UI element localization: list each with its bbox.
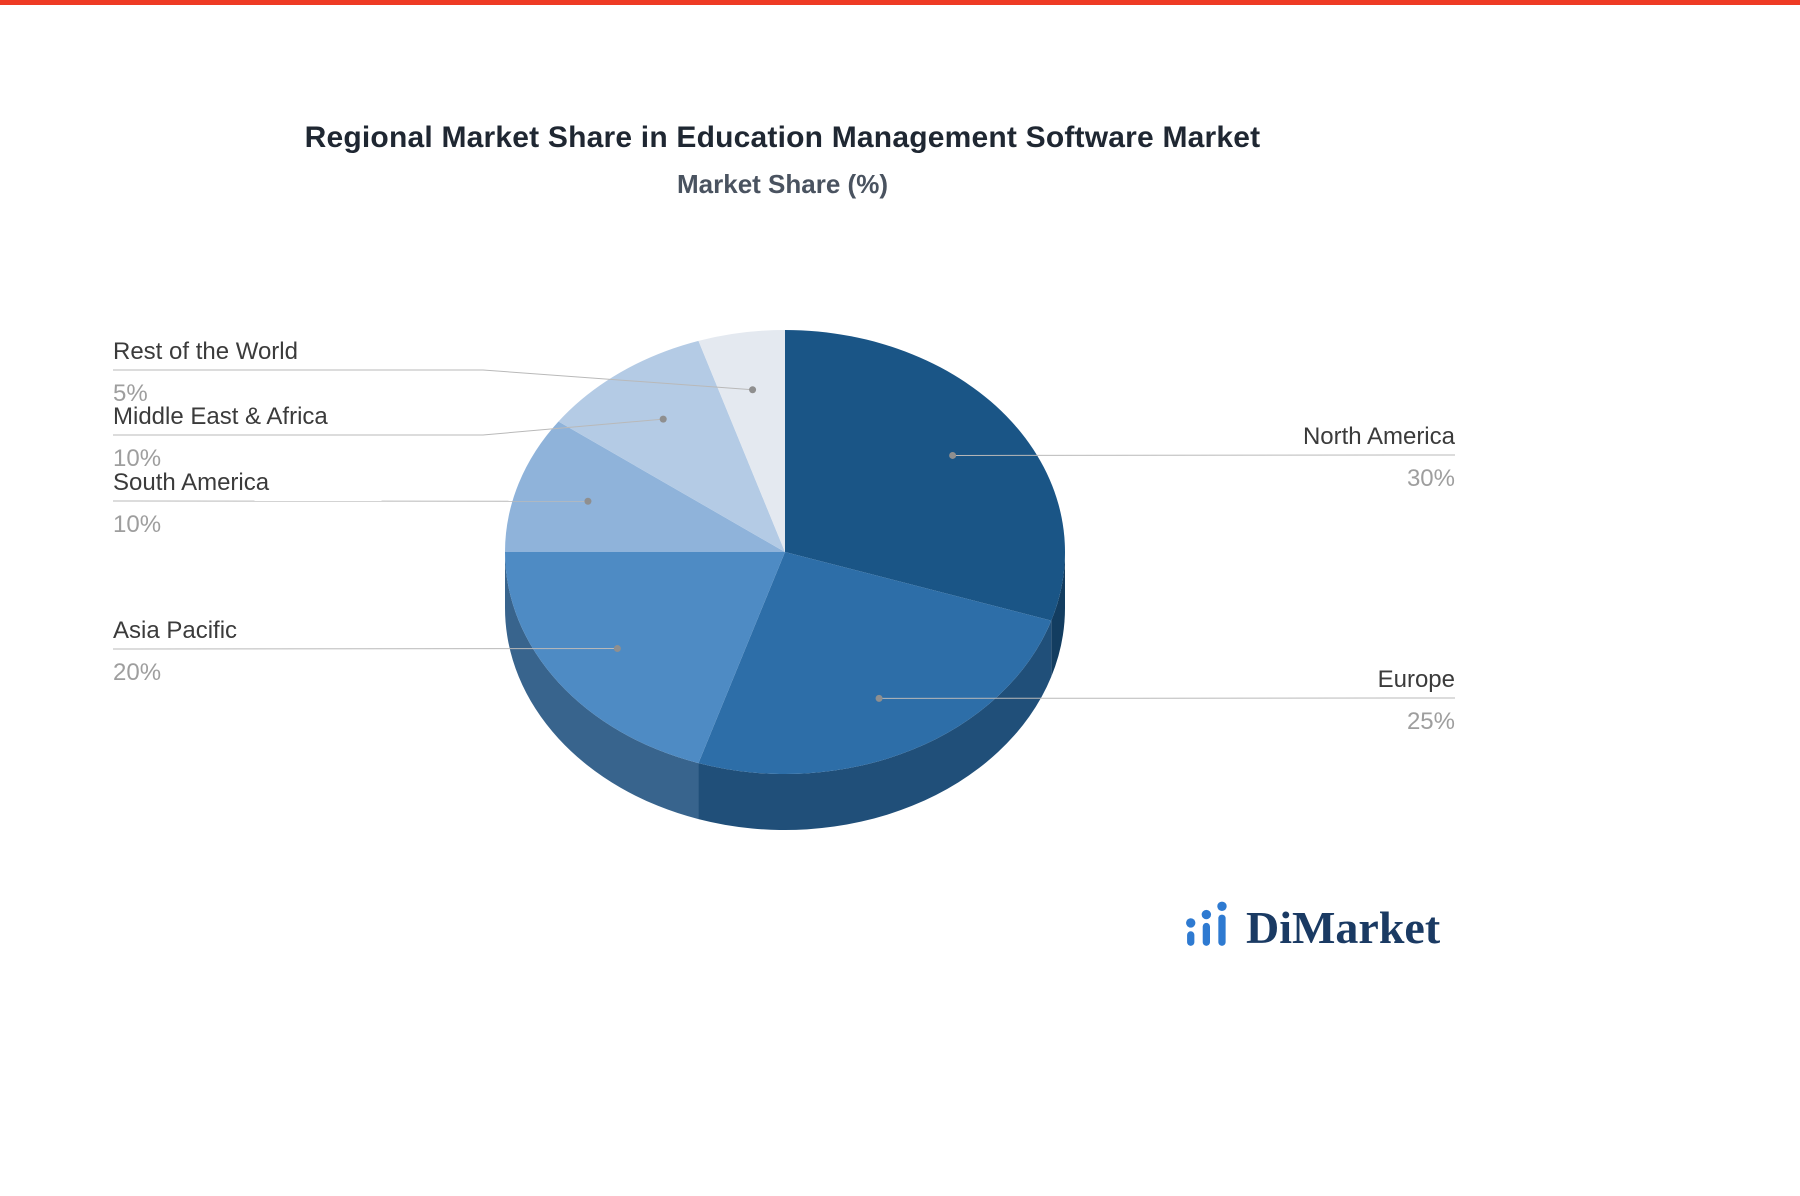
slice-value: 20%	[113, 659, 161, 686]
slice-label: South America	[113, 469, 270, 496]
slice-label: Asia Pacific	[113, 617, 237, 644]
chart-subtitle: Market Share (%)	[677, 169, 888, 199]
slice-value: 10%	[113, 445, 161, 472]
pie-slice-side-north-america	[1051, 552, 1065, 677]
callout-dot-south-america	[584, 497, 592, 505]
dimarket-logo: DiMarket	[1186, 900, 1440, 955]
pie-depth-layer	[505, 552, 1065, 830]
slice-label: Rest of the World	[113, 338, 298, 365]
callout-dot-middle-east-africa	[659, 415, 667, 423]
pie-slice-europe[interactable]	[698, 552, 1052, 774]
pie-slice-rest-of-the-world[interactable]	[698, 330, 785, 552]
pie-slice-north-america[interactable]	[785, 330, 1065, 621]
dimarket-logo-text: DiMarket	[1246, 901, 1441, 953]
callout-dot-north-america	[949, 451, 957, 459]
pie-slice-asia-pacific[interactable]	[505, 552, 785, 764]
pie-slice-middle-east-africa[interactable]	[558, 340, 785, 552]
slice-value: 5%	[113, 380, 148, 407]
callout-line-rest-of-the-world	[113, 369, 753, 391]
slice-value: 25%	[1407, 708, 1455, 735]
callout-dot-asia-pacific	[613, 645, 621, 653]
callout-dot-rest-of-the-world	[749, 386, 757, 394]
pie-callouts-layer: North America 30% Europe 25% Asia Pacific 20%…	[112, 338, 1456, 735]
slice-label: Middle East & Africa	[113, 403, 328, 430]
pie-slice-south-america[interactable]	[505, 421, 785, 552]
slice-value: 30%	[1407, 465, 1455, 492]
slice-label: Europe	[1378, 666, 1455, 693]
callout-dot-europe	[875, 694, 883, 702]
top-accent-bar	[0, 0, 1800, 5]
pie-slices-layer	[505, 330, 1065, 774]
callout-line-middle-east-africa	[113, 418, 664, 436]
slice-value: 10%	[113, 511, 161, 538]
pie-slice-side-europe	[698, 620, 1052, 830]
slice-label: North America	[1303, 423, 1456, 450]
bar-chart-icon	[1186, 900, 1234, 955]
chart-title: Regional Market Share in Education Manag…	[304, 121, 1261, 154]
pie-slice-side-asia-pacific	[505, 552, 699, 820]
